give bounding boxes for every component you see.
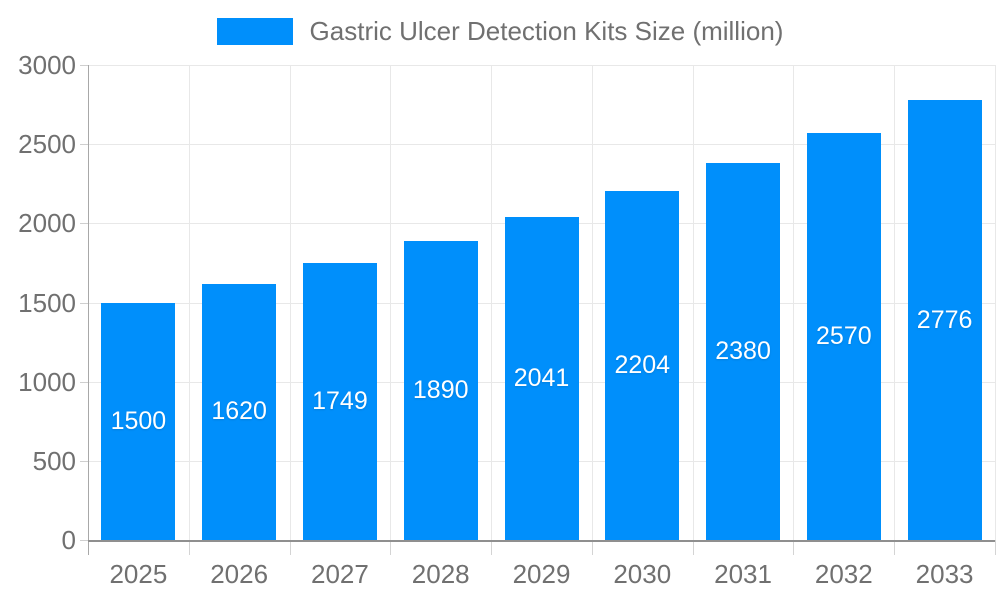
x-axis-label-2025: 2025 [109,559,168,589]
x-axis-label-2029: 2029 [512,559,571,589]
x-axis-line [88,540,995,542]
x-axis-label-2030: 2030 [613,559,672,589]
bar-2031: 2380 [706,163,781,540]
gridline-vertical [793,65,795,540]
x-axis-label-2027: 2027 [311,559,369,589]
bar-2030: 2204 [605,191,680,540]
bar-value-label: 2204 [614,351,671,379]
y-axis-label: 1500 [18,287,76,318]
bar-value-label: 1620 [211,397,267,426]
gridline-vertical [692,65,694,540]
gridline-vertical [188,65,190,540]
bar-value-label: 1890 [412,375,469,404]
x-axis-tick [692,540,694,555]
y-axis-label: 2500 [18,129,76,160]
y-axis-tick [80,65,88,66]
x-axis-tick [289,540,291,555]
bar-2032: 2570 [806,133,881,540]
bar-value-label: 1500 [110,406,167,435]
gridline-horizontal [88,65,995,66]
y-axis-tick [80,540,88,541]
x-axis-tick [894,540,896,555]
y-axis-tick [80,381,88,383]
bar-value-label: 2776 [916,305,973,334]
gridline-vertical [591,65,593,540]
chart-legend[interactable]: Gastric Ulcer Detection Kits Size (milli… [0,18,1000,45]
x-axis-label-2028: 2028 [411,559,470,589]
y-axis-label: 3000 [18,50,76,80]
x-axis-tick [591,540,593,555]
legend-series-label: Gastric Ulcer Detection Kits Size (milli… [309,16,784,46]
bar-2025: 1500 [101,302,176,540]
gridline-vertical [491,65,493,540]
gridline-vertical [390,65,392,540]
bar-2033: 2776 [907,100,982,540]
gridline-vertical [894,65,896,540]
gridline-vertical [995,65,996,540]
y-axis-tick [80,223,88,225]
bar-value-label: 2570 [816,322,872,351]
x-axis-tick [793,540,795,555]
x-axis-label-2031: 2031 [714,559,772,589]
x-axis-label-2026: 2026 [210,559,269,589]
x-axis-label-2032: 2032 [814,559,873,589]
y-axis-tick [80,460,88,462]
x-axis-tick [390,540,392,555]
bar-value-label: 1749 [312,387,368,416]
y-axis-label: 1000 [18,366,76,397]
y-axis-label: 500 [32,445,76,476]
bar-value-label: 2380 [715,337,771,366]
bar-2027: 1749 [302,263,377,540]
y-axis-label: 0 [61,525,76,555]
bar-2029: 2041 [504,216,579,540]
y-axis-tick [80,144,88,146]
y-axis-label: 2000 [18,208,76,239]
y-axis-line [88,65,89,555]
gridline-vertical [289,65,291,540]
legend-marker-swatch [216,18,293,45]
x-axis-tick [188,540,190,555]
x-axis-tick [491,540,493,555]
bar-2028: 1890 [403,240,478,540]
x-axis-label-2033: 2033 [915,559,974,589]
bar-value-label: 2041 [513,363,570,392]
x-axis-tick [995,540,996,555]
bar-2026: 1620 [202,283,277,540]
y-axis-tick [80,302,88,304]
gridline-horizontal [88,144,995,146]
